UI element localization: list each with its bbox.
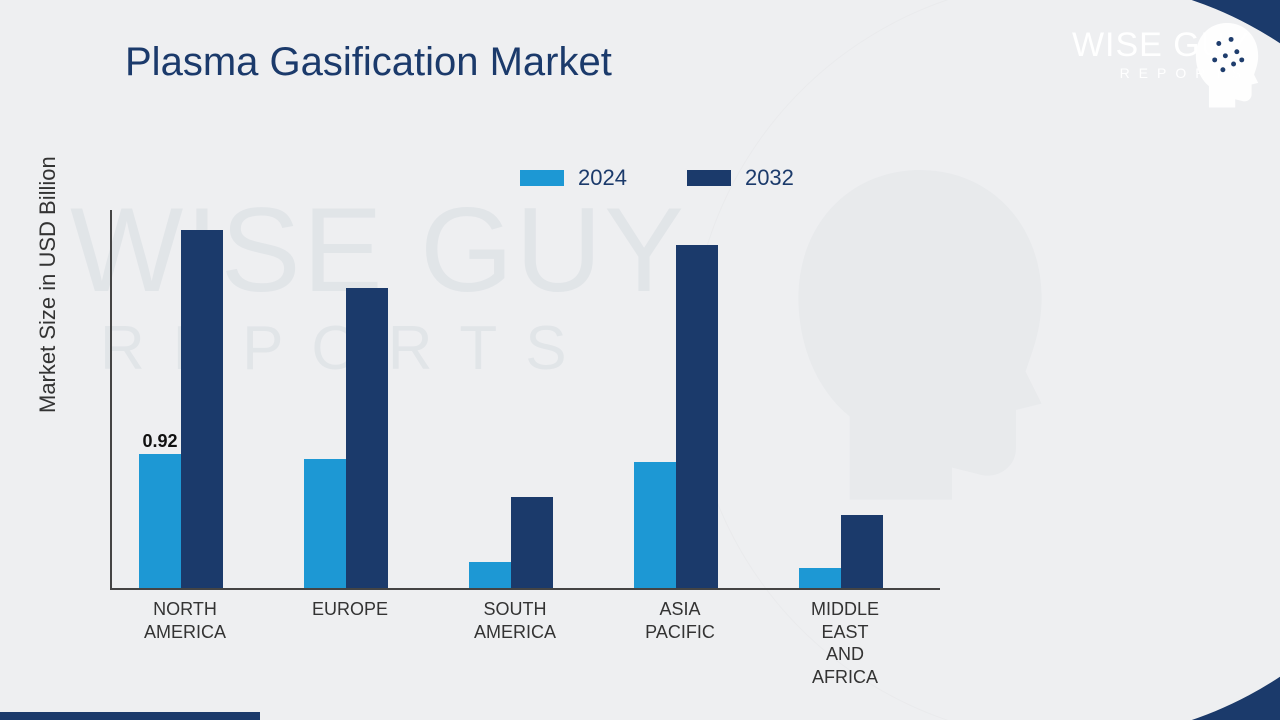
legend: 2024 2032 [520, 165, 794, 191]
bar-2024 [634, 462, 676, 588]
legend-label: 2024 [578, 165, 627, 191]
bar-2024 [469, 562, 511, 588]
legend-swatch-2024 [520, 170, 564, 186]
x-axis-category-label: NORTH AMERICA [115, 598, 255, 643]
legend-item: 2032 [687, 165, 794, 191]
x-axis-category-label: SOUTH AMERICA [445, 598, 585, 643]
bar-2032 [181, 230, 223, 588]
x-axis-category-label: ASIA PACIFIC [610, 598, 750, 643]
legend-item: 2024 [520, 165, 627, 191]
legend-swatch-2032 [687, 170, 731, 186]
x-axis [110, 588, 940, 590]
bar-2032 [841, 515, 883, 588]
bar-value-label: 0.92 [142, 431, 177, 452]
chart-plot-area: 0.92NORTH AMERICAEUROPESOUTH AMERICAASIA… [110, 210, 940, 590]
y-axis-label: Market Size in USD Billion [35, 156, 61, 413]
brand-head-icon [1186, 18, 1268, 110]
bar-2024 [799, 568, 841, 588]
bar-2032 [511, 497, 553, 588]
legend-label: 2032 [745, 165, 794, 191]
bottom-accent-bar [0, 712, 260, 720]
x-axis-category-label: MIDDLE EAST AND AFRICA [775, 598, 915, 688]
bar-2032 [346, 288, 388, 588]
stage: WISE GUY REPORTS Plasma Gasification Mar… [0, 0, 1280, 720]
y-axis [110, 210, 112, 590]
chart-title: Plasma Gasification Market [125, 40, 612, 85]
bar-2024 [304, 459, 346, 588]
bar-2032 [676, 245, 718, 588]
x-axis-category-label: EUROPE [280, 598, 420, 621]
bar-2024 [139, 454, 181, 588]
